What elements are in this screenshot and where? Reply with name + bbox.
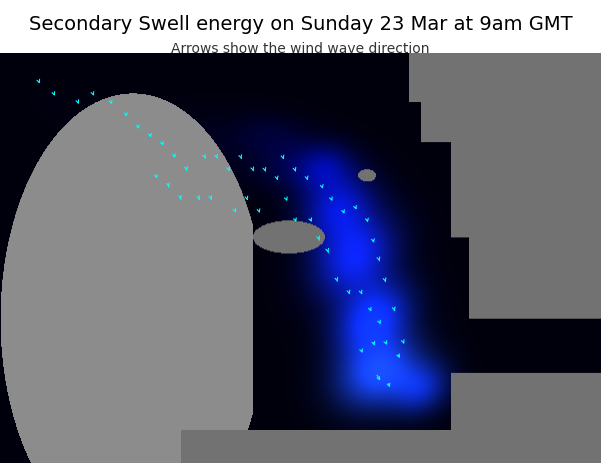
Text: Arrows show the wind wave direction: Arrows show the wind wave direction [171, 42, 430, 56]
Text: Secondary Swell energy on Sunday 23 Mar at 9am GMT: Secondary Swell energy on Sunday 23 Mar … [29, 15, 572, 34]
